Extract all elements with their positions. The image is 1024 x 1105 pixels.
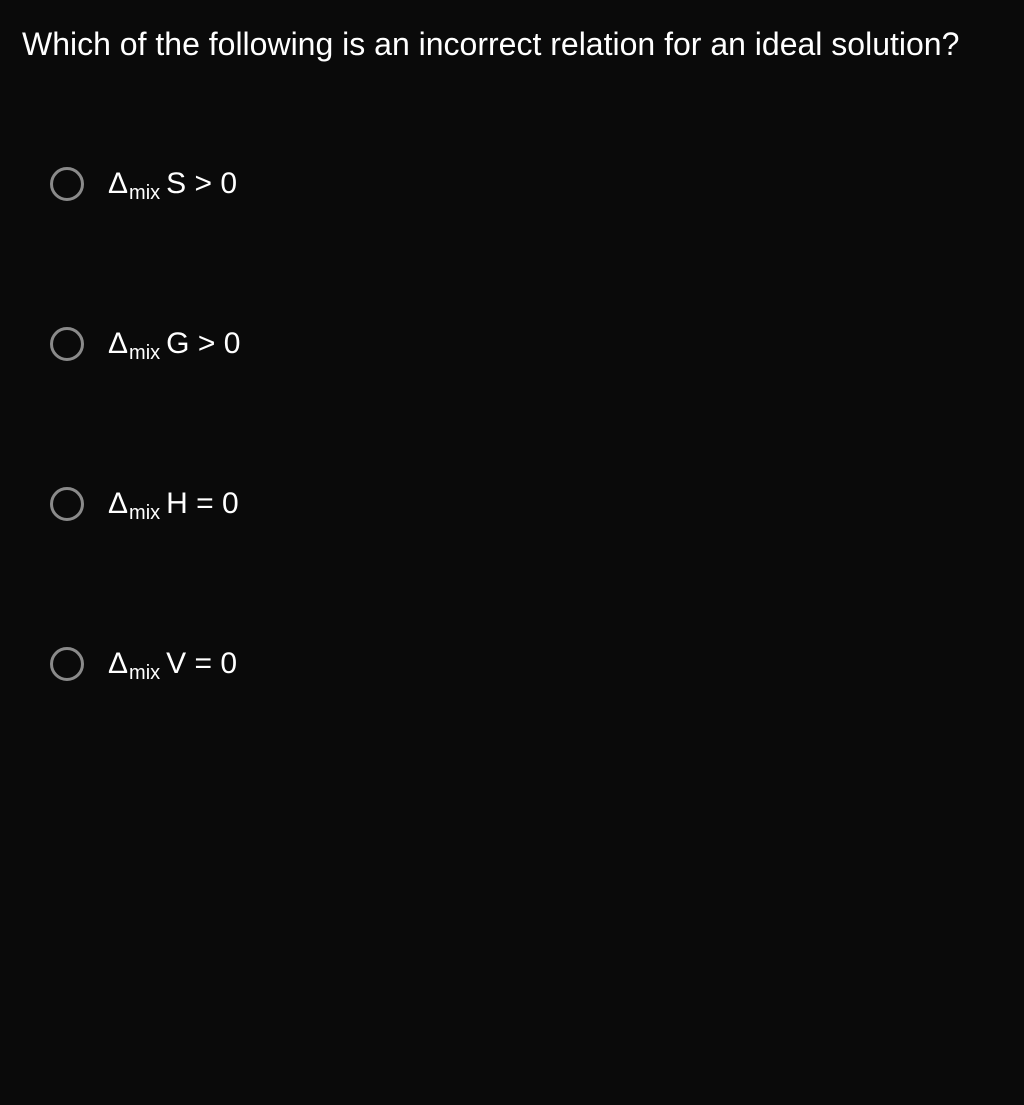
option-a[interactable]: Δmix S > 0 bbox=[50, 167, 1002, 201]
operator: > bbox=[198, 327, 216, 361]
options-list: Δmix S > 0 Δmix G > 0 Δmix H = 0 bbox=[22, 167, 1002, 681]
mix-subscript: mix bbox=[129, 502, 160, 525]
option-c-label: Δmix H = 0 bbox=[108, 487, 239, 521]
option-b[interactable]: Δmix G > 0 bbox=[50, 327, 1002, 361]
delta-symbol: Δ bbox=[108, 647, 128, 681]
mix-subscript: mix bbox=[129, 662, 160, 685]
option-c[interactable]: Δmix H = 0 bbox=[50, 487, 1002, 521]
radio-icon[interactable] bbox=[50, 487, 84, 521]
variable: H bbox=[166, 487, 188, 521]
mix-subscript: mix bbox=[129, 342, 160, 365]
radio-icon[interactable] bbox=[50, 647, 84, 681]
operator: > bbox=[195, 167, 213, 201]
radio-icon[interactable] bbox=[50, 167, 84, 201]
variable: G bbox=[166, 327, 189, 361]
radio-icon[interactable] bbox=[50, 327, 84, 361]
operator: = bbox=[195, 647, 213, 681]
value: 0 bbox=[220, 647, 237, 681]
value: 0 bbox=[222, 487, 239, 521]
delta-symbol: Δ bbox=[108, 327, 128, 361]
option-a-label: Δmix S > 0 bbox=[108, 167, 237, 201]
delta-symbol: Δ bbox=[108, 487, 128, 521]
variable: S bbox=[166, 167, 186, 201]
option-b-label: Δmix G > 0 bbox=[108, 327, 240, 361]
mix-subscript: mix bbox=[129, 182, 160, 205]
value: 0 bbox=[220, 167, 237, 201]
variable: V bbox=[166, 647, 186, 681]
delta-symbol: Δ bbox=[108, 167, 128, 201]
operator: = bbox=[196, 487, 214, 521]
question-text: Which of the following is an incorrect r… bbox=[22, 22, 1002, 67]
option-d-label: Δmix V = 0 bbox=[108, 647, 237, 681]
option-d[interactable]: Δmix V = 0 bbox=[50, 647, 1002, 681]
value: 0 bbox=[224, 327, 241, 361]
question-container: Which of the following is an incorrect r… bbox=[0, 0, 1024, 681]
